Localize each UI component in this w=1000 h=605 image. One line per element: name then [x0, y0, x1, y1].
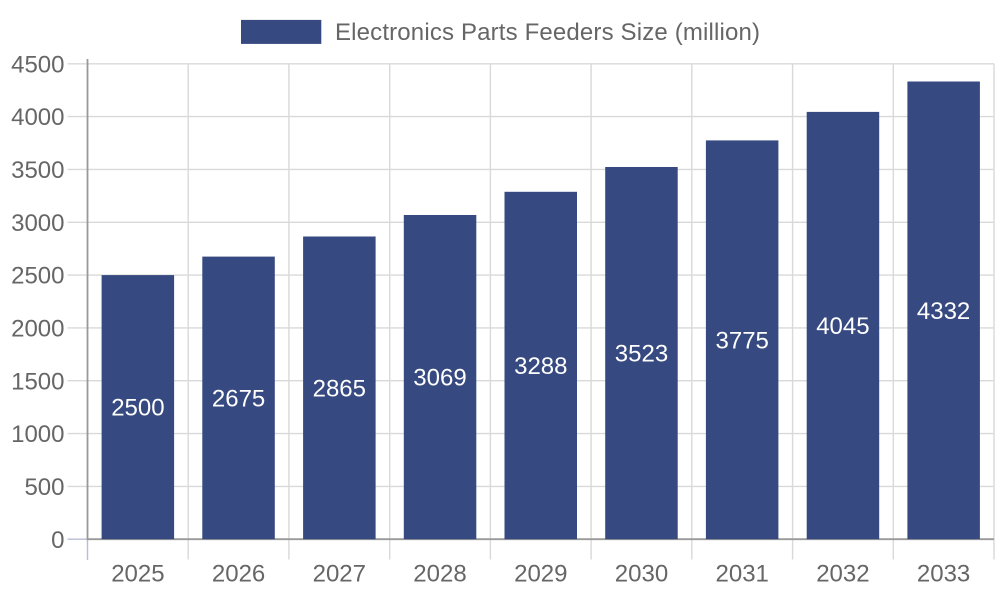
svg-text:Electronics Parts Feeders Size: Electronics Parts Feeders Size (million) — [335, 19, 760, 46]
svg-text:2500: 2500 — [111, 395, 164, 422]
svg-text:3775: 3775 — [716, 327, 769, 354]
svg-text:1000: 1000 — [11, 421, 64, 448]
svg-text:2027: 2027 — [313, 560, 366, 587]
svg-text:4332: 4332 — [917, 298, 970, 325]
svg-text:2675: 2675 — [212, 386, 265, 413]
svg-text:3288: 3288 — [514, 353, 567, 380]
svg-text:4500: 4500 — [11, 51, 64, 78]
svg-text:3069: 3069 — [413, 365, 466, 392]
svg-text:500: 500 — [24, 474, 64, 501]
svg-text:3523: 3523 — [615, 341, 668, 368]
svg-text:2025: 2025 — [111, 560, 164, 587]
svg-text:2026: 2026 — [212, 560, 265, 587]
svg-text:2030: 2030 — [615, 560, 668, 587]
svg-text:0: 0 — [51, 527, 64, 554]
svg-text:3500: 3500 — [11, 157, 64, 184]
svg-text:2000: 2000 — [11, 316, 64, 343]
svg-text:2031: 2031 — [716, 560, 769, 587]
svg-text:2500: 2500 — [11, 263, 64, 290]
svg-text:2028: 2028 — [413, 560, 466, 587]
svg-text:4000: 4000 — [11, 104, 64, 131]
svg-text:2032: 2032 — [816, 560, 869, 587]
svg-text:2033: 2033 — [917, 560, 970, 587]
svg-text:2029: 2029 — [514, 560, 567, 587]
svg-text:1500: 1500 — [11, 368, 64, 395]
svg-text:3000: 3000 — [11, 210, 64, 237]
svg-text:2865: 2865 — [313, 376, 366, 403]
svg-text:4045: 4045 — [816, 313, 869, 340]
